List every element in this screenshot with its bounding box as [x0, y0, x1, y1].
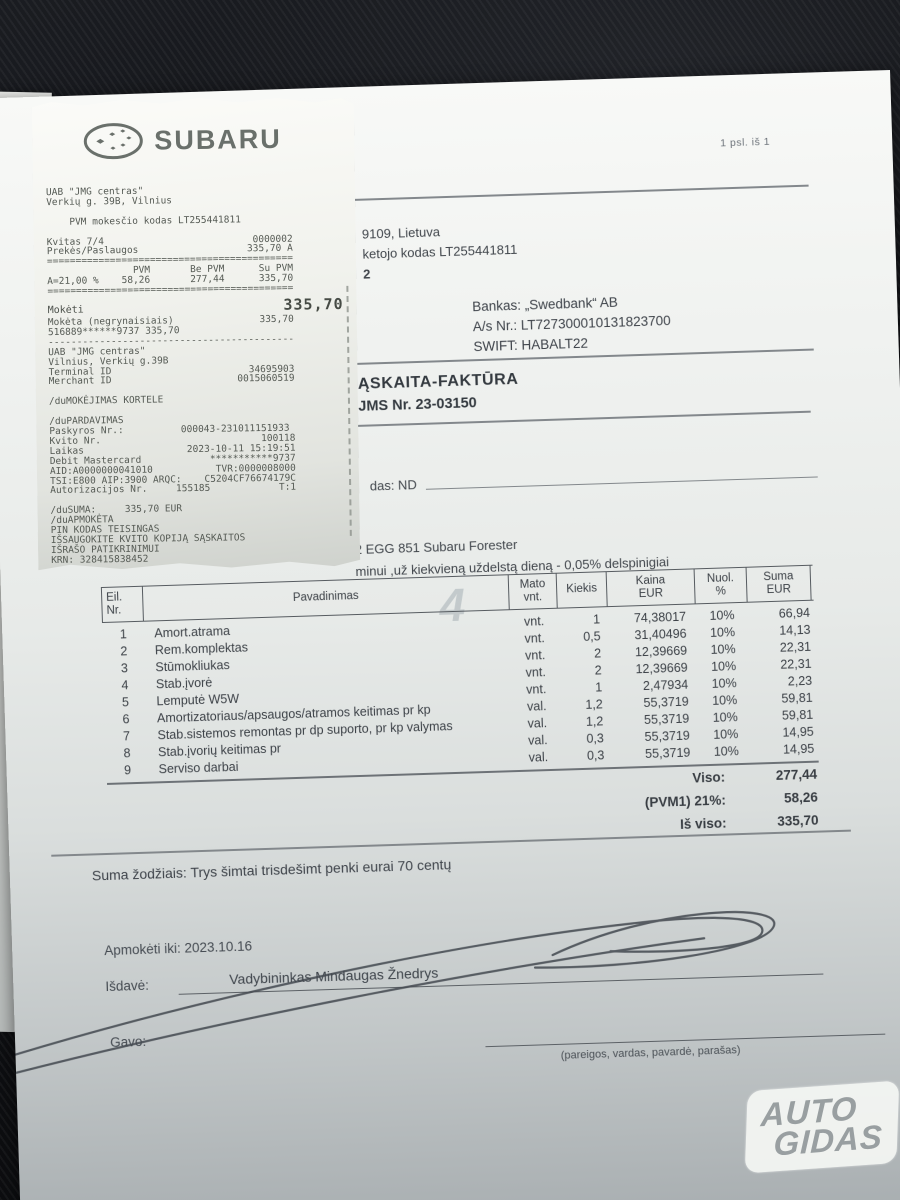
subtotal-label: Viso: [692, 769, 726, 786]
subaru-wordmark: SUBARU [154, 123, 283, 156]
pay-amount: 335,70 [283, 294, 344, 314]
vehicle-fragment: 2 EGG 851 Subaru Forester [354, 536, 518, 558]
receipt-header-text: UAB "JMG centras" Verkių g. 39B, Vilnius… [45, 185, 294, 298]
autogidas-line2: GIDAS [772, 1117, 884, 1163]
grand-total-value: 335,70 [777, 812, 819, 829]
grand-total-label: Iš viso: [679, 815, 727, 832]
page-indicator: 1 psl. iš 1 [720, 135, 771, 150]
payment-receipt: SUBARU UAB "JMG centras" Verkių g. 39B, … [32, 96, 361, 570]
payment-code-fragment: das: ND [369, 477, 417, 494]
col-header-discount: Nuol.% [694, 567, 748, 604]
col-header-price: Kaina EUR [606, 569, 696, 607]
col-header-nr: Eil. Nr. [100, 586, 144, 623]
pen-signature [10, 911, 776, 1076]
document-number: JMS Nr. 23-03150 [358, 395, 478, 415]
divider [51, 829, 851, 857]
seller-vat-code-fragment: ketojo kodas LT255441811 [362, 241, 518, 262]
subaru-stars-icon [82, 121, 145, 162]
document-title: SĄSKAITA-FAKTŪRA [346, 370, 519, 394]
receipt-body-text: Mokėta (negrynaisiais) 335,70 516889****… [47, 313, 297, 566]
seller-code-fragment: 2 [362, 266, 371, 282]
col-header-unit: Mato vnt. [508, 573, 558, 610]
col-header-qty: Kiekis [556, 572, 608, 608]
autogidas-watermark: AUTO GIDAS [744, 1080, 899, 1174]
subtotal-value: 277,44 [775, 766, 818, 783]
vat-value: 58,26 [783, 789, 819, 806]
received-by-label: Gavo: [109, 1033, 147, 1050]
subaru-logo: SUBARU [82, 119, 282, 162]
pay-label: Mokėti [47, 304, 84, 317]
items-table: Eil. Nr. Pavadinimas Mato vnt. Kiekis Kain… [100, 564, 819, 785]
divider [425, 476, 818, 490]
vat-label: (PVM1) 21%: [644, 792, 727, 811]
bank-details: Bankas: „Swedbank“ AB A/s Nr.: LT7273000… [471, 294, 671, 355]
seller-address-fragment: 9109, Lietuva [361, 224, 441, 242]
col-header-sum: Suma EUR [746, 565, 812, 602]
invoice-sheet: 1 psl. iš 1 9109, Lietuva ketojo kodas L… [0, 70, 900, 1200]
